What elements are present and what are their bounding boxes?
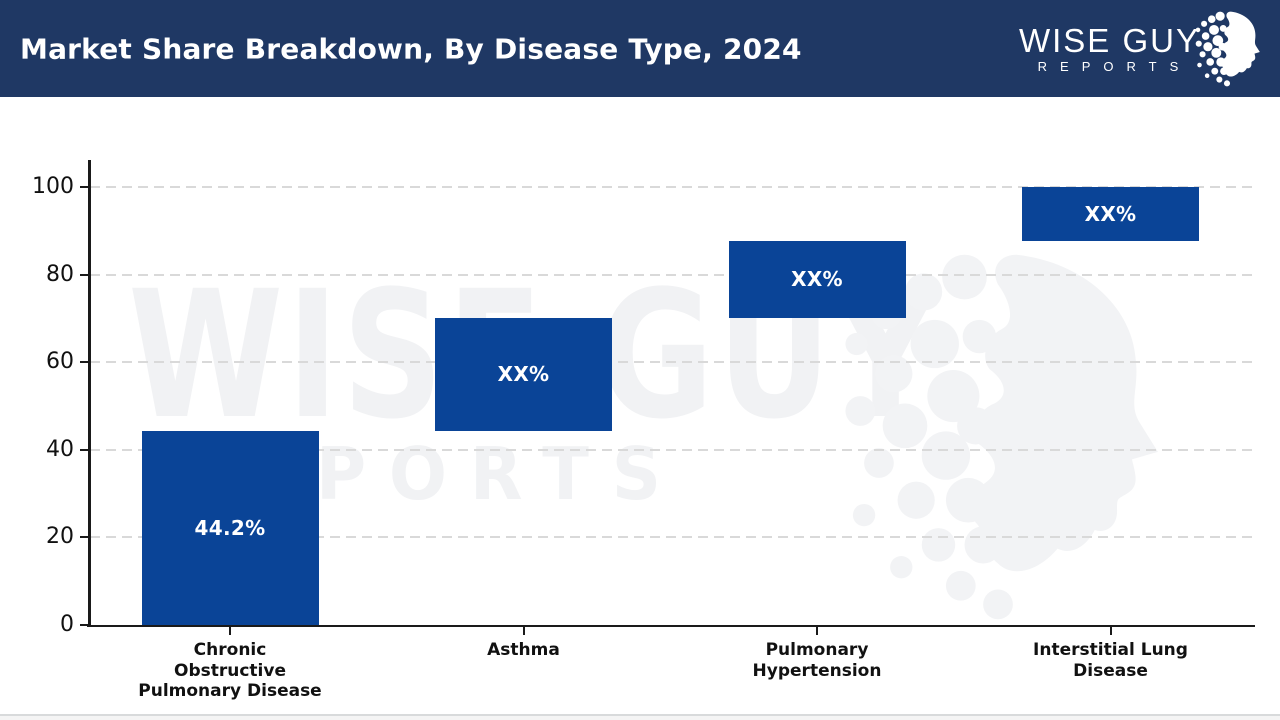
- y-tick-0: [80, 624, 89, 626]
- gridline-20: [90, 536, 1252, 539]
- category-label-1: Chronic Obstructive Pulmonary Disease: [110, 640, 350, 702]
- y-tick-label-80: 80: [46, 261, 74, 287]
- category-label-line: Pulmonary: [765, 640, 869, 660]
- category-label-line: Obstructive: [174, 660, 286, 681]
- x-tick-3: [816, 627, 818, 635]
- category-label-line: Pulmonary Disease: [138, 681, 322, 701]
- y-tick-label-20: 20: [46, 524, 74, 550]
- bar-segment-3: XX%: [728, 241, 906, 318]
- footer-divider: [0, 714, 1280, 716]
- x-tick-1: [229, 627, 231, 635]
- brand-subname: REPORTS: [1037, 58, 1192, 74]
- category-label-line: Chronic: [193, 640, 267, 660]
- category-label-line: Hypertension: [752, 660, 882, 681]
- x-tick-2: [522, 627, 525, 635]
- bar-value-label-3: XX%: [791, 267, 843, 292]
- gridline-60: [90, 361, 1252, 364]
- header-bar: Market Share Breakdown, By Disease Type,…: [0, 0, 1280, 97]
- bar-segment-4: XX%: [1022, 187, 1199, 242]
- y-tick-label-60: 60: [46, 349, 74, 375]
- y-axis-line: [88, 160, 91, 627]
- page-title: Market Share Breakdown, By Disease Type,…: [20, 32, 802, 65]
- x-axis-line: [87, 624, 1255, 627]
- gridline-80: [90, 273, 1252, 276]
- x-tick-4: [1109, 627, 1112, 635]
- y-tick-40: [80, 448, 89, 451]
- brand-logo-text: WISE GUY REPORTS: [1019, 24, 1200, 74]
- y-tick-20: [80, 536, 89, 539]
- category-label-line: Interstitial Lung: [1033, 640, 1188, 660]
- category-label-2: Asthma: [404, 640, 644, 661]
- gridline-40: [90, 448, 1252, 451]
- y-tick-100: [80, 186, 89, 188]
- category-label-4: Interstitial Lung Disease: [991, 640, 1231, 681]
- category-label-line: Disease: [1073, 660, 1148, 681]
- chart-area: 0 20 40 60 80 100 44.2% Chronic Obstructive Pulmo…: [0, 97, 1280, 720]
- brand-logo: WISE GUY REPORTS: [1019, 6, 1266, 92]
- bar-value-label-2: XX%: [497, 362, 550, 387]
- y-tick-60: [80, 361, 89, 364]
- y-tick-80: [80, 273, 89, 276]
- y-tick-label-100: 100: [32, 174, 74, 199]
- bar-segment-2: XX%: [435, 317, 612, 432]
- y-tick-label-40: 40: [46, 436, 74, 462]
- bar-value-label-1: 44.2%: [194, 516, 266, 541]
- category-label-3: Pulmonary Hypertension: [697, 640, 937, 681]
- y-tick-label-0: 0: [60, 612, 74, 637]
- gridline-100: [90, 186, 1252, 188]
- footer-strip: [0, 716, 1280, 720]
- category-label-line: Asthma: [487, 640, 560, 660]
- bar-segment-1: 44.2%: [141, 431, 319, 625]
- brand-name: WISE GUY: [1018, 22, 1200, 60]
- bar-value-label-4: XX%: [1084, 202, 1137, 227]
